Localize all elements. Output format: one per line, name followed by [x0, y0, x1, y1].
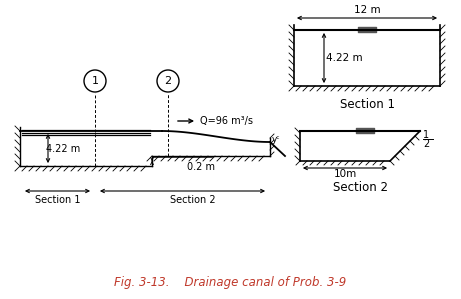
Text: Section 2: Section 2 — [332, 181, 388, 194]
Text: Q=96 m³/s: Q=96 m³/s — [200, 116, 253, 126]
Text: 2: 2 — [423, 139, 429, 149]
Text: 2: 2 — [165, 76, 171, 86]
Text: 10m: 10m — [333, 169, 357, 179]
Text: Section 1: Section 1 — [35, 195, 80, 205]
Text: 1: 1 — [423, 130, 429, 140]
Text: 12 m: 12 m — [354, 5, 380, 15]
Text: 4.22 m: 4.22 m — [46, 144, 80, 153]
Text: 0.2 m: 0.2 m — [187, 162, 215, 172]
Text: 1: 1 — [91, 76, 99, 86]
Text: 4.22 m: 4.22 m — [326, 53, 363, 63]
Text: Section 2: Section 2 — [170, 195, 215, 205]
Text: yᶜ: yᶜ — [272, 135, 281, 144]
Text: Section 1: Section 1 — [339, 98, 395, 111]
Text: Fig. 3-13.    Drainage canal of Prob. 3-9: Fig. 3-13. Drainage canal of Prob. 3-9 — [114, 276, 346, 289]
